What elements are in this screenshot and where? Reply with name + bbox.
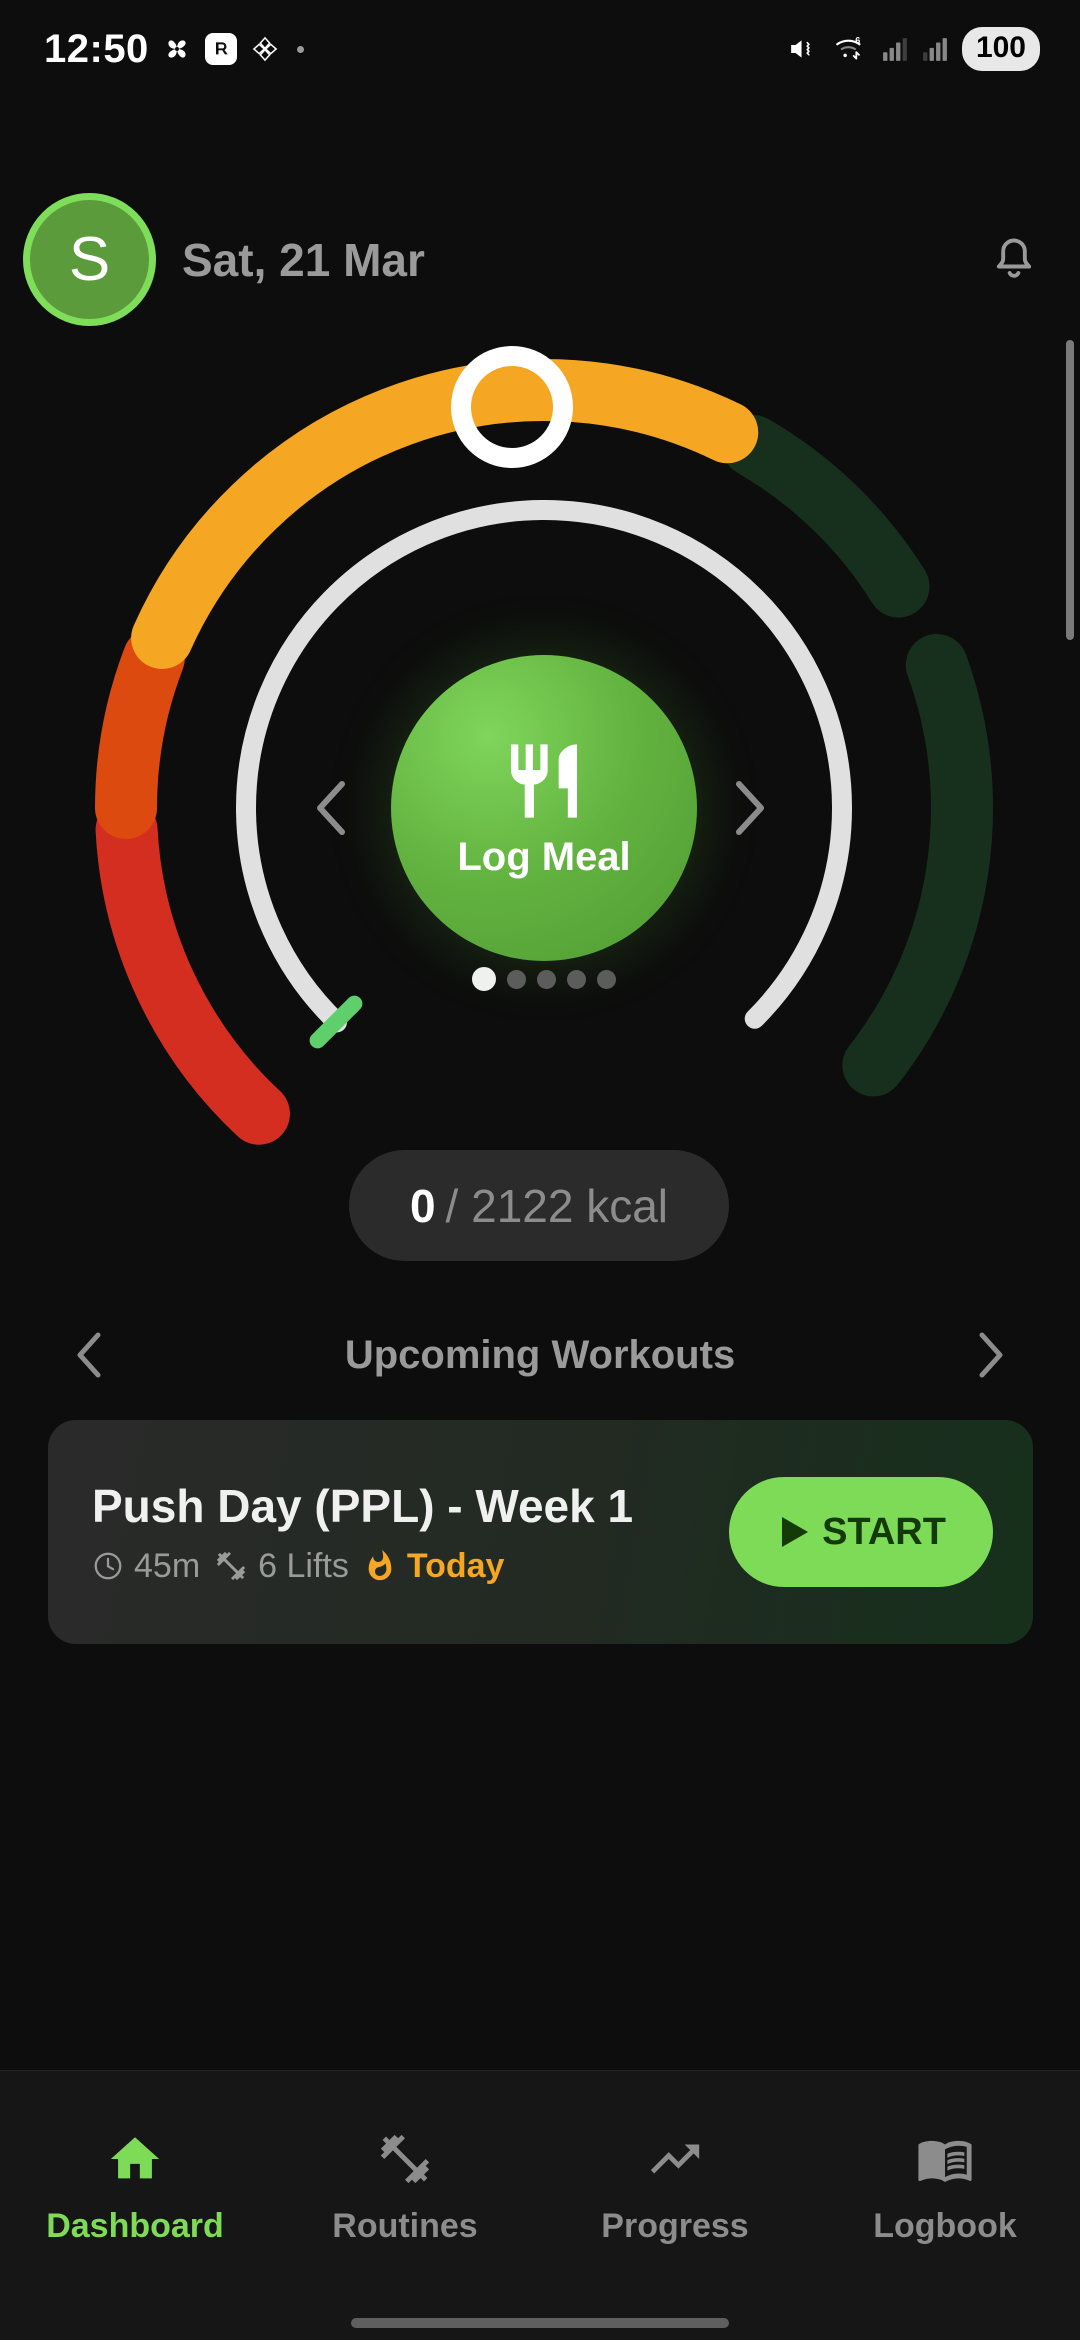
svg-text:6: 6 (855, 36, 860, 46)
